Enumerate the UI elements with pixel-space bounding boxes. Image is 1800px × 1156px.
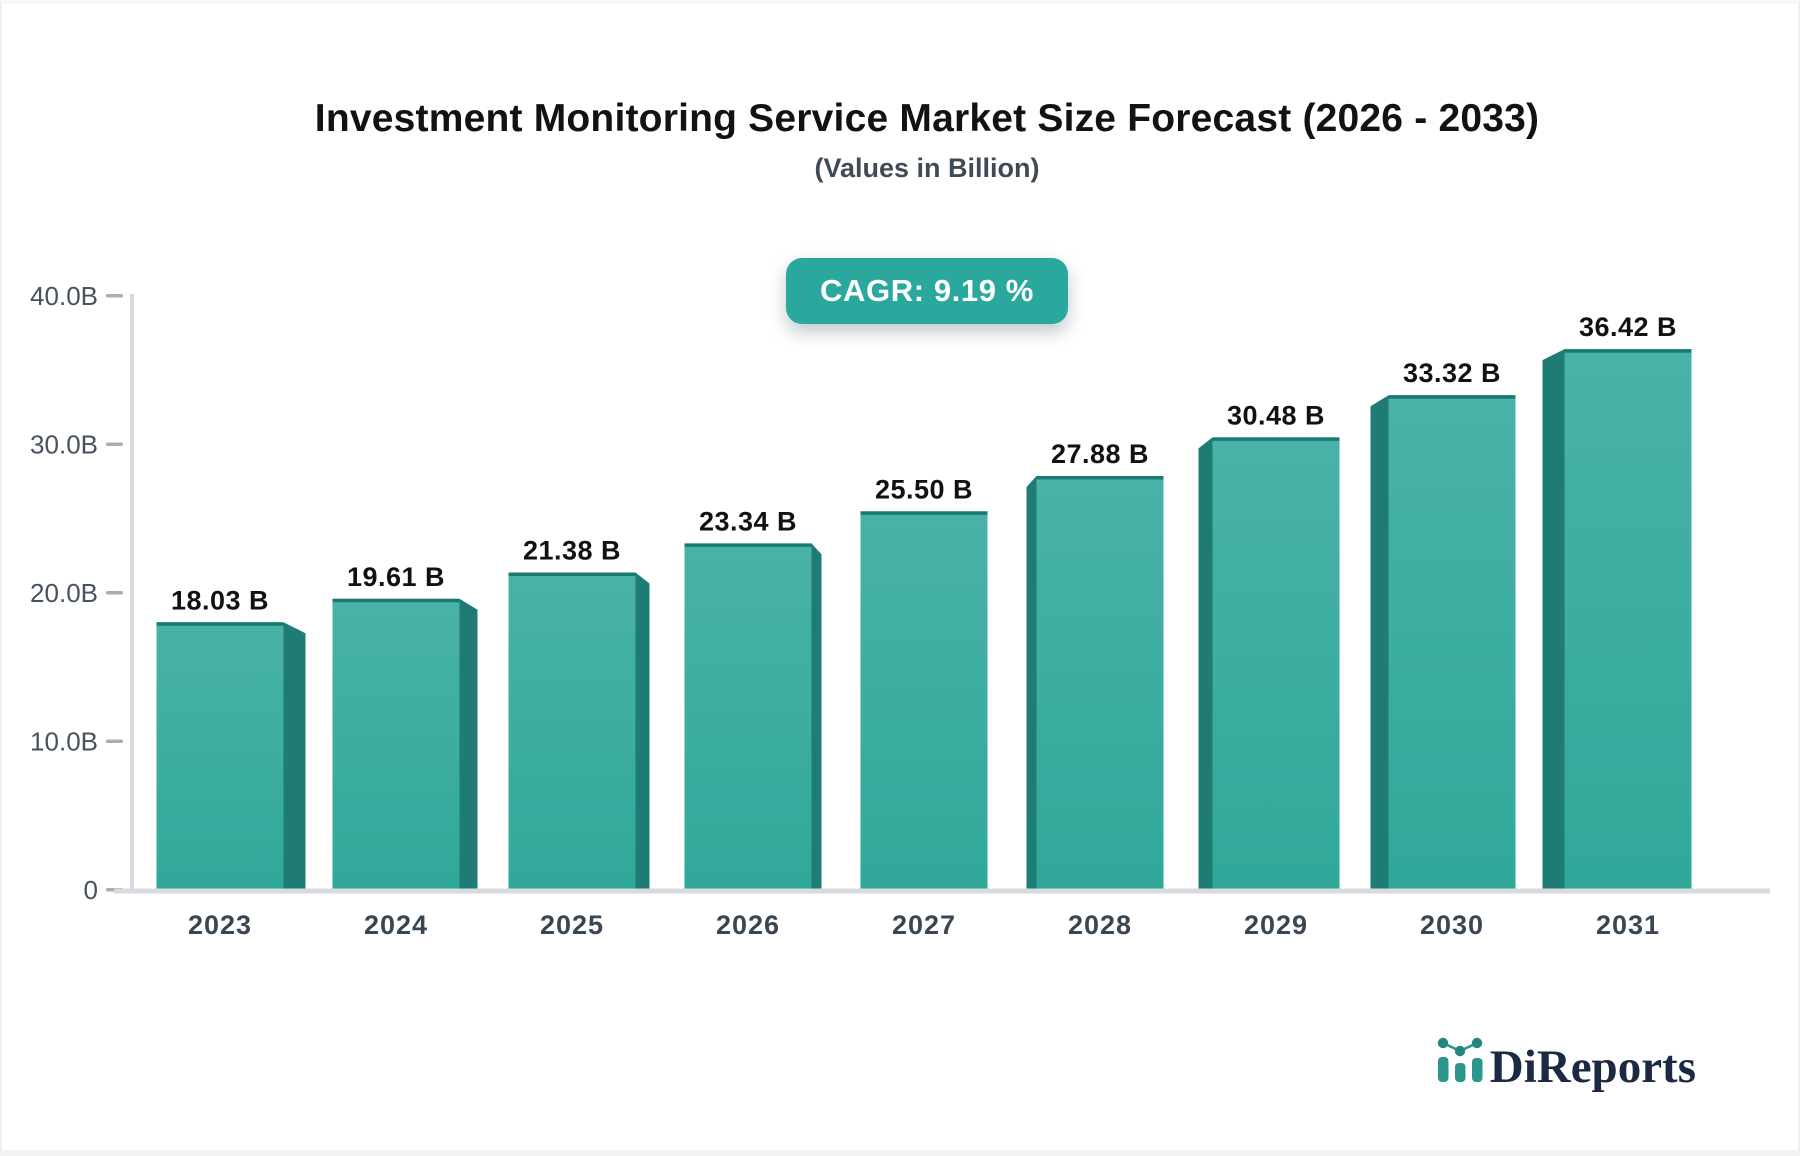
bar-2027 [860, 511, 988, 890]
bar-side-face [459, 598, 478, 893]
x-tick-label: 2024 [364, 910, 428, 940]
y-tick-dash [106, 442, 123, 446]
bar-2030 [1388, 395, 1516, 890]
bar-top-edge [508, 572, 636, 577]
bar-side-face [283, 622, 306, 893]
x-tick-label: 2029 [1244, 910, 1308, 940]
bar-2031 [1564, 349, 1692, 891]
y-tick-dash [106, 294, 123, 298]
bar-top-edge [156, 622, 284, 626]
chart-subtitle: (Values in Billion) [814, 152, 1040, 183]
bar-top-edge [1036, 475, 1164, 480]
bar-top-edge [1388, 395, 1516, 399]
bar-2023 [156, 622, 284, 890]
y-tick-label: 40.0B [30, 281, 98, 311]
y-tick-label: 10.0B [30, 727, 98, 757]
y-tick-dash [106, 739, 123, 743]
bar-2026 [684, 543, 812, 890]
bar-top-edge [684, 543, 812, 547]
bar-value-label: 33.32 B [1403, 358, 1501, 388]
y-tick-label: 20.0B [30, 578, 98, 608]
brand-name: DiReports [1489, 1041, 1696, 1093]
brand-logo: DiReports [1437, 1036, 1696, 1091]
bar-value-label: 23.34 B [699, 506, 797, 536]
chart-header: Investment Monitoring Service Market Siz… [52, 97, 1798, 184]
bar-value-label: 30.48 B [1227, 400, 1325, 430]
bar-top-edge [1564, 349, 1692, 353]
bar-2024 [332, 598, 460, 890]
bar-value-label: 19.61 B [347, 562, 445, 592]
x-tick-label: 2031 [1596, 910, 1660, 940]
bar-value-label: 25.50 B [875, 474, 973, 504]
x-tick-label: 2028 [1068, 910, 1132, 940]
bar-top-edge [860, 511, 988, 515]
bar-side-face [1542, 349, 1565, 894]
y-tick-dash [106, 591, 123, 595]
bar-2025 [508, 572, 636, 890]
cagr-badge: CAGR: 9.19 % [786, 258, 1068, 324]
bar-2028 [1036, 475, 1164, 890]
bar-top-edge [332, 598, 460, 603]
bar-value-label: 27.88 B [1051, 439, 1149, 469]
bar-top-edge [1212, 437, 1340, 441]
chart-title: Investment Monitoring Service Market Siz… [314, 97, 1540, 140]
x-tick-label: 2023 [188, 910, 252, 940]
bar-side-face [1026, 475, 1037, 893]
x-tick-label: 2030 [1420, 910, 1484, 940]
bar-side-face [1198, 437, 1213, 893]
x-tick-label: 2027 [892, 910, 956, 940]
bar-2029 [1212, 437, 1340, 890]
bar-side-face [811, 543, 822, 893]
bar-value-label: 18.03 B [171, 585, 269, 615]
bar-value-label: 21.38 B [523, 536, 621, 566]
x-tick-label: 2026 [716, 910, 780, 940]
bar-value-label: 36.42 B [1579, 312, 1677, 342]
bar-side-face [1370, 395, 1389, 893]
y-tick-label: 0 [84, 875, 98, 905]
bar-line-chart-icon [1437, 1037, 1483, 1082]
y-tick-label: 30.0B [30, 430, 98, 460]
bar-side-face [635, 572, 650, 893]
bar-chart: 0 10.0B 20.0B 30.0B 40.0B 18.03 B 2023 19.61 B 2… [30, 281, 1770, 940]
x-tick-label: 2025 [540, 910, 604, 940]
